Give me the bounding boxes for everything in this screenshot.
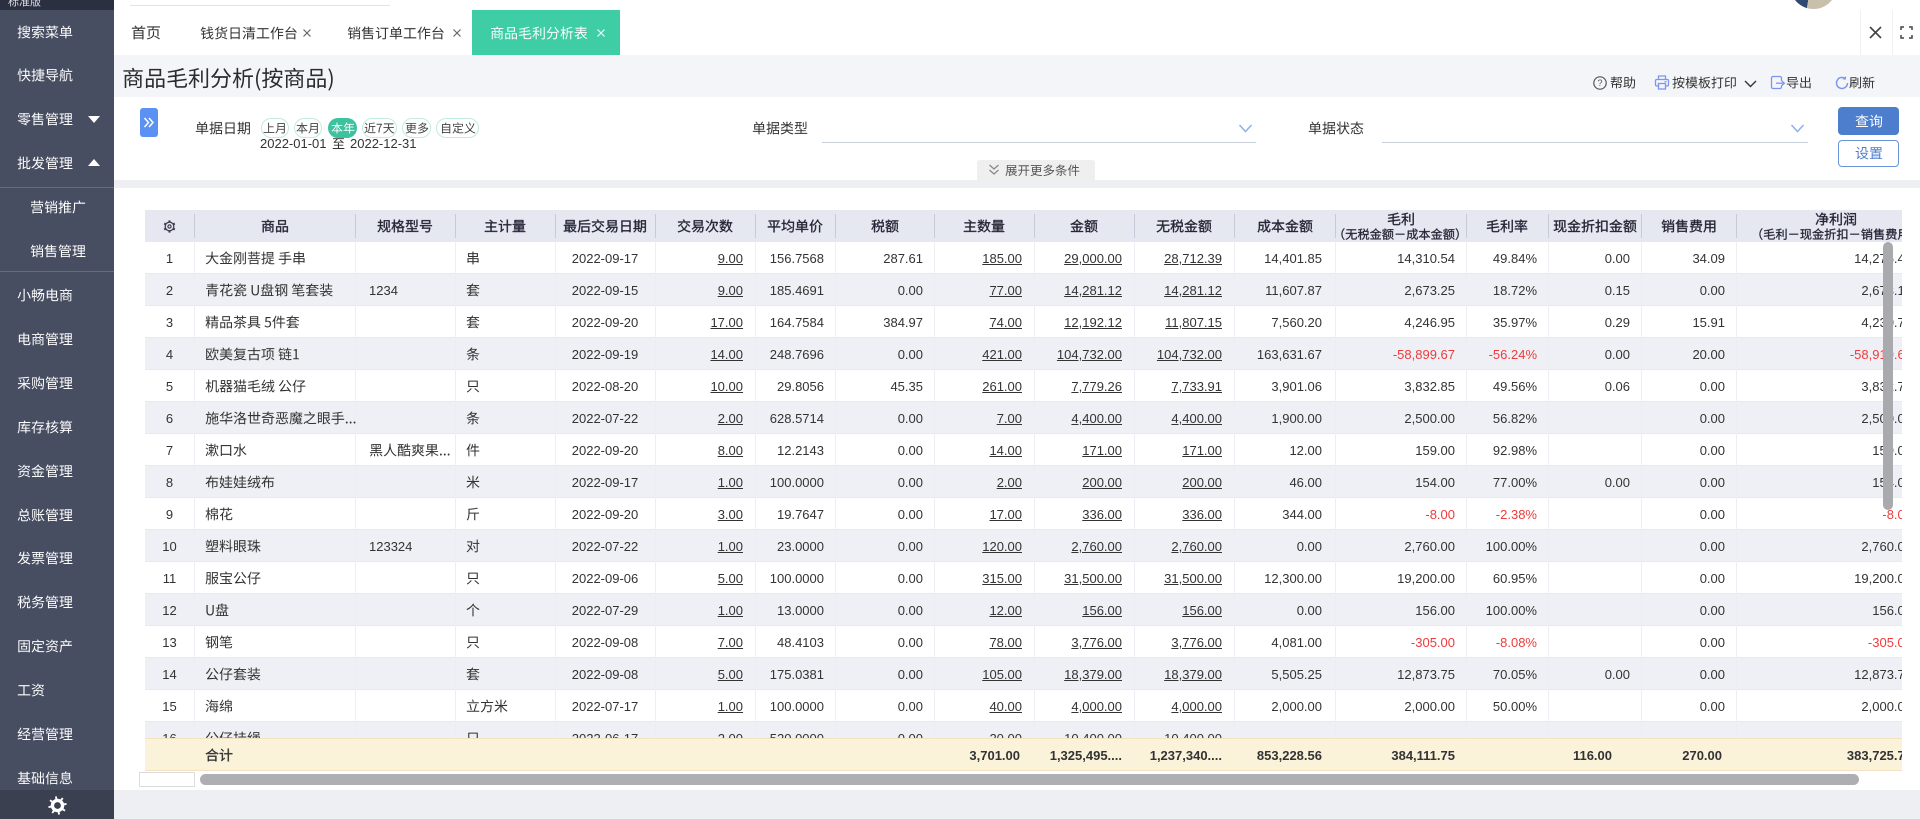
svg-text:?: ? (1597, 78, 1602, 88)
